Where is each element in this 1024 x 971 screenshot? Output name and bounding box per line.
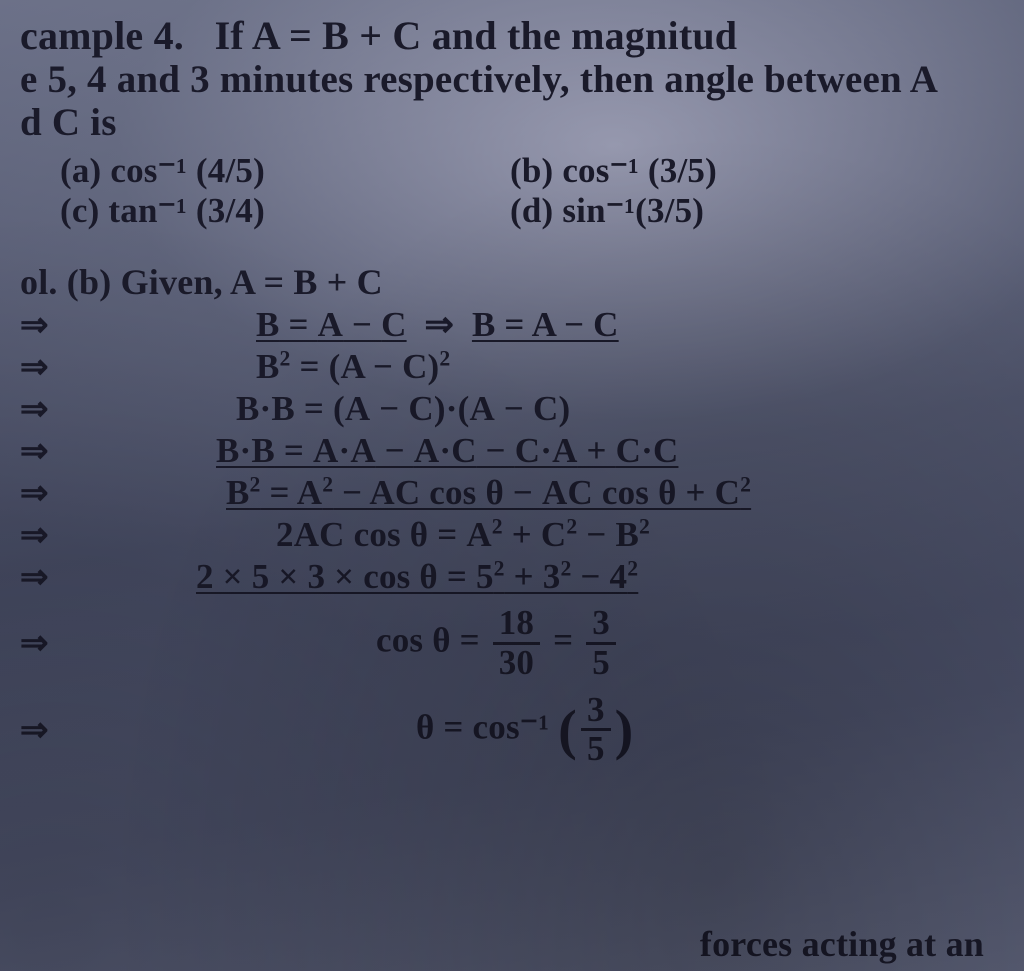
implies-icon: ⇒ [20, 515, 66, 555]
implies-icon: ⇒ [20, 557, 66, 597]
step-9: θ = cos⁻¹ ( 3 5 ) [416, 692, 634, 769]
frac-num-2: 3 [586, 605, 616, 645]
implies-icon: ⇒ [20, 710, 66, 750]
solution-header: ol. (b) Given, A = B + C [20, 261, 994, 303]
question-line-2: e 5, 4 and 3 minutes respectively, then … [20, 57, 994, 102]
step-5: B2 = A2 − AC cos θ − AC cos θ + C2 [226, 473, 751, 513]
solution-given: A = B + C [230, 262, 383, 302]
step-4: B·B = A·A − A·C − C·A + C·C [216, 431, 678, 471]
result-den: 5 [581, 731, 611, 768]
option-a: (a) cos⁻¹ (4/5) [60, 151, 490, 191]
question-line-1: cample 4. If A = B + C and the magnitud [20, 12, 994, 59]
question-line-3: d C is [20, 100, 994, 145]
footer-fragment: forces acting at an [700, 923, 984, 965]
frac-den-1: 30 [493, 645, 540, 682]
step-3: B·B = (A − C)·(A − C) [236, 389, 570, 429]
costheta-lhs: cos θ = [376, 620, 480, 659]
result-num: 3 [581, 692, 611, 732]
step-1: B = A − C ⇒ B = A − C [256, 305, 619, 345]
option-b: (b) cos⁻¹ (3/5) [510, 151, 717, 191]
step-7: 2 × 5 × 3 × cos θ = 52 + 32 − 42 [196, 557, 638, 597]
theta-lhs: θ = cos⁻¹ [416, 707, 549, 746]
implies-icon: ⇒ [20, 389, 66, 429]
implies-icon: ⇒ [20, 431, 66, 471]
option-c: (c) tan⁻¹ (3/4) [60, 191, 490, 231]
solution-steps: ⇒ B = A − C ⇒ B = A − C ⇒ B2 = (A − C)2 … [20, 305, 994, 768]
implies-icon: ⇒ [20, 347, 66, 387]
implies-icon: ⇒ [20, 623, 66, 663]
step-6: 2AC cos θ = A2 + C2 − B2 [276, 515, 650, 555]
options-block: (a) cos⁻¹ (4/5) (b) cos⁻¹ (3/5) (c) tan⁻… [20, 151, 994, 231]
implies-icon: ⇒ [20, 305, 66, 345]
implies-icon: ⇒ [20, 473, 66, 513]
frac-den-2: 5 [586, 645, 616, 682]
option-d: (d) sin⁻¹(3/5) [510, 191, 704, 231]
step-2: B2 = (A − C)2 [256, 347, 450, 387]
equals: = [553, 620, 573, 659]
solution-label: ol. (b) Given, [20, 262, 230, 302]
frac-num-1: 18 [493, 605, 540, 645]
question-text-1: If A = B + C and the magnitud [215, 13, 738, 58]
example-label: cample 4. [20, 13, 184, 58]
step-8: cos θ = 18 30 = 3 5 [376, 605, 620, 682]
